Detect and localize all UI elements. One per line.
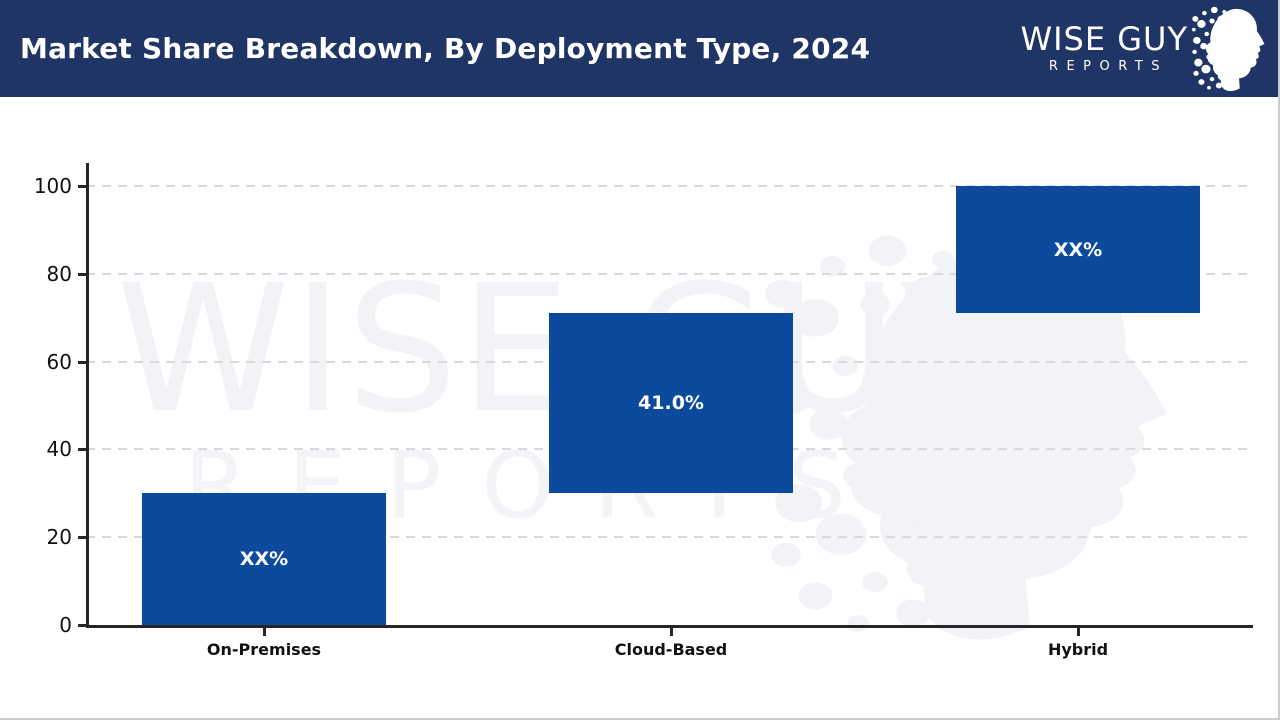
bar-value-label: XX% bbox=[239, 548, 289, 571]
y-axis-line bbox=[86, 163, 89, 628]
bar-segment bbox=[142, 493, 386, 625]
logo-wordmark-line1: WISE GUY bbox=[1020, 20, 1188, 59]
bar-segment bbox=[956, 186, 1200, 314]
y-tick-label-40: 40 bbox=[46, 437, 72, 462]
y-tick-60 bbox=[78, 360, 86, 364]
bar-segment bbox=[549, 313, 793, 494]
y-tick-20 bbox=[78, 536, 86, 540]
wise-guy-logo: WISE GUY REPORTS bbox=[1020, 6, 1280, 92]
page-title: Market Share Breakdown, By Deployment Ty… bbox=[20, 32, 871, 65]
y-tick-100 bbox=[78, 185, 86, 188]
gridline-20 bbox=[86, 536, 1253, 539]
category-label: On-Premises bbox=[206, 640, 322, 659]
gridline-80 bbox=[86, 272, 1253, 275]
y-tick-label-20: 20 bbox=[46, 525, 72, 550]
logo-wordmark-line2: REPORTS bbox=[1048, 58, 1169, 74]
x-tick bbox=[1077, 628, 1080, 636]
y-tick-label-80: 80 bbox=[46, 261, 72, 286]
y-tick-label-60: 60 bbox=[46, 349, 72, 374]
y-tick-0 bbox=[78, 624, 86, 627]
x-axis-line bbox=[86, 625, 1253, 628]
category-label: Cloud-Based bbox=[614, 640, 728, 659]
logo-head-icon bbox=[1190, 6, 1266, 92]
gridline-100 bbox=[86, 185, 1253, 187]
y-tick-label-0: 0 bbox=[59, 613, 72, 637]
x-tick bbox=[670, 628, 673, 636]
logo-wordmark: WISE GUY REPORTS bbox=[1020, 23, 1188, 74]
bar-value-label: 41.0% bbox=[638, 392, 704, 415]
header-bar: Market Share Breakdown, By Deployment Ty… bbox=[0, 0, 1280, 97]
y-tick-40 bbox=[78, 448, 86, 452]
bar-value-label: XX% bbox=[1053, 238, 1103, 261]
y-tick-label-100: 100 bbox=[33, 174, 72, 198]
y-tick-80 bbox=[78, 272, 86, 276]
x-tick bbox=[263, 628, 266, 636]
category-label: Hybrid bbox=[1047, 640, 1109, 659]
